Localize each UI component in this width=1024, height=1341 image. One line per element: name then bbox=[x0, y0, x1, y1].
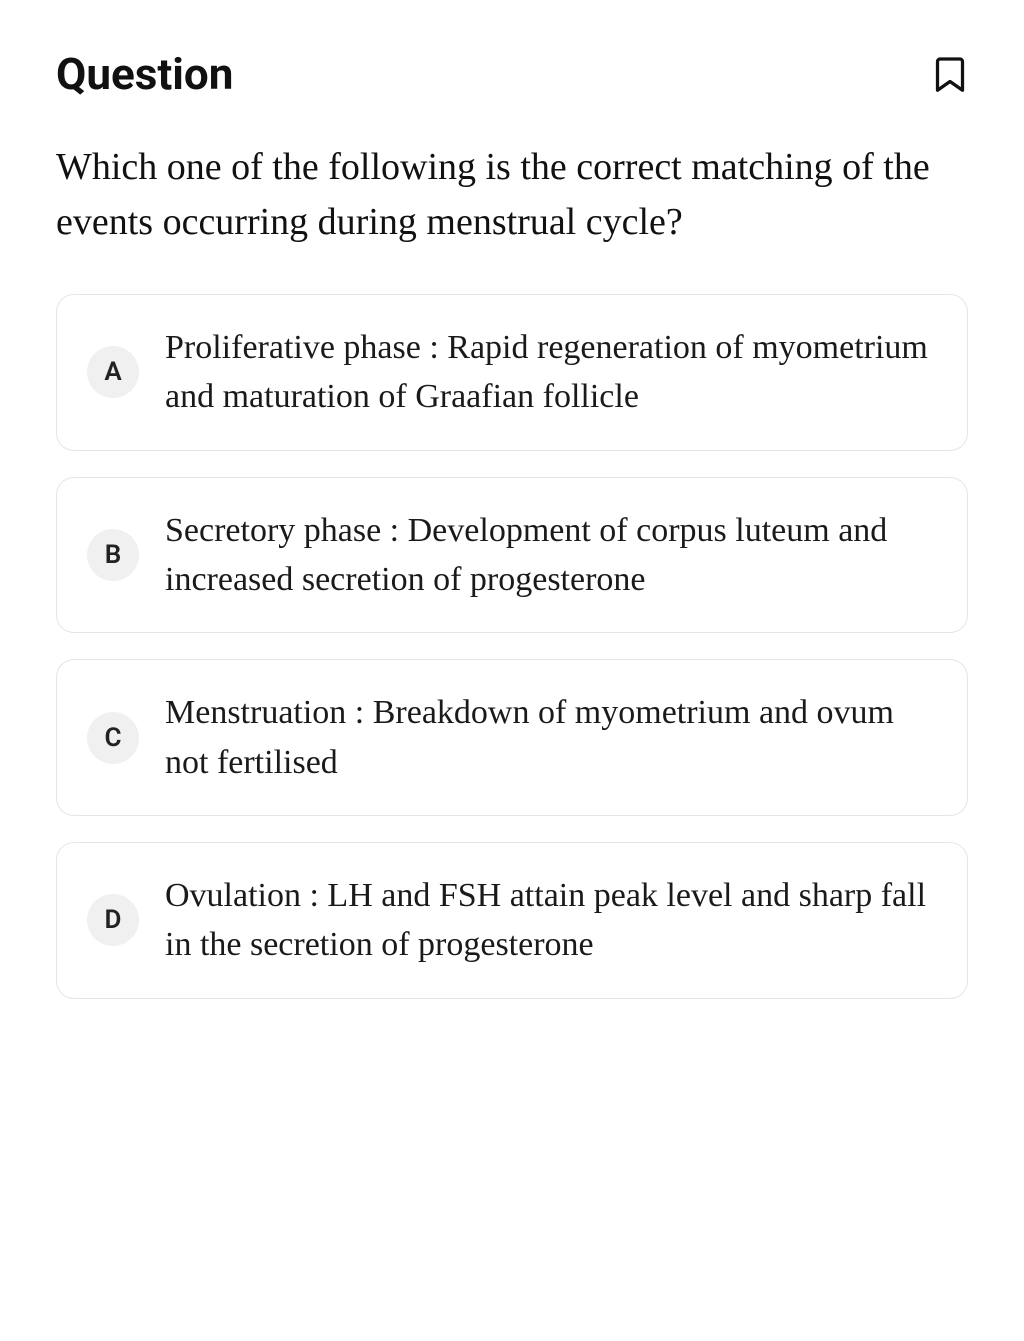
option-a[interactable]: A Proliferative phase : Rapid regenerati… bbox=[56, 294, 968, 451]
option-c[interactable]: C Menstruation : Breakdown of myometrium… bbox=[56, 659, 968, 816]
option-letter-badge: A bbox=[87, 346, 139, 398]
option-text: Ovulation : LH and FSH attain peak level… bbox=[165, 871, 937, 970]
option-letter-badge: B bbox=[87, 529, 139, 581]
bookmark-button[interactable] bbox=[932, 53, 968, 95]
option-text: Secretory phase : Development of corpus … bbox=[165, 506, 937, 605]
option-d[interactable]: D Ovulation : LH and FSH attain peak lev… bbox=[56, 842, 968, 999]
option-text: Proliferative phase : Rapid regeneration… bbox=[165, 323, 937, 422]
option-letter-badge: C bbox=[87, 712, 139, 764]
option-letter-badge: D bbox=[87, 894, 139, 946]
question-text: Which one of the following is the correc… bbox=[56, 140, 968, 250]
bookmark-icon bbox=[935, 55, 965, 93]
question-header: Question bbox=[56, 48, 968, 100]
page-title: Question bbox=[56, 48, 233, 100]
option-text: Menstruation : Breakdown of myometrium a… bbox=[165, 688, 937, 787]
options-list: A Proliferative phase : Rapid regenerati… bbox=[56, 294, 968, 998]
option-b[interactable]: B Secretory phase : Development of corpu… bbox=[56, 477, 968, 634]
